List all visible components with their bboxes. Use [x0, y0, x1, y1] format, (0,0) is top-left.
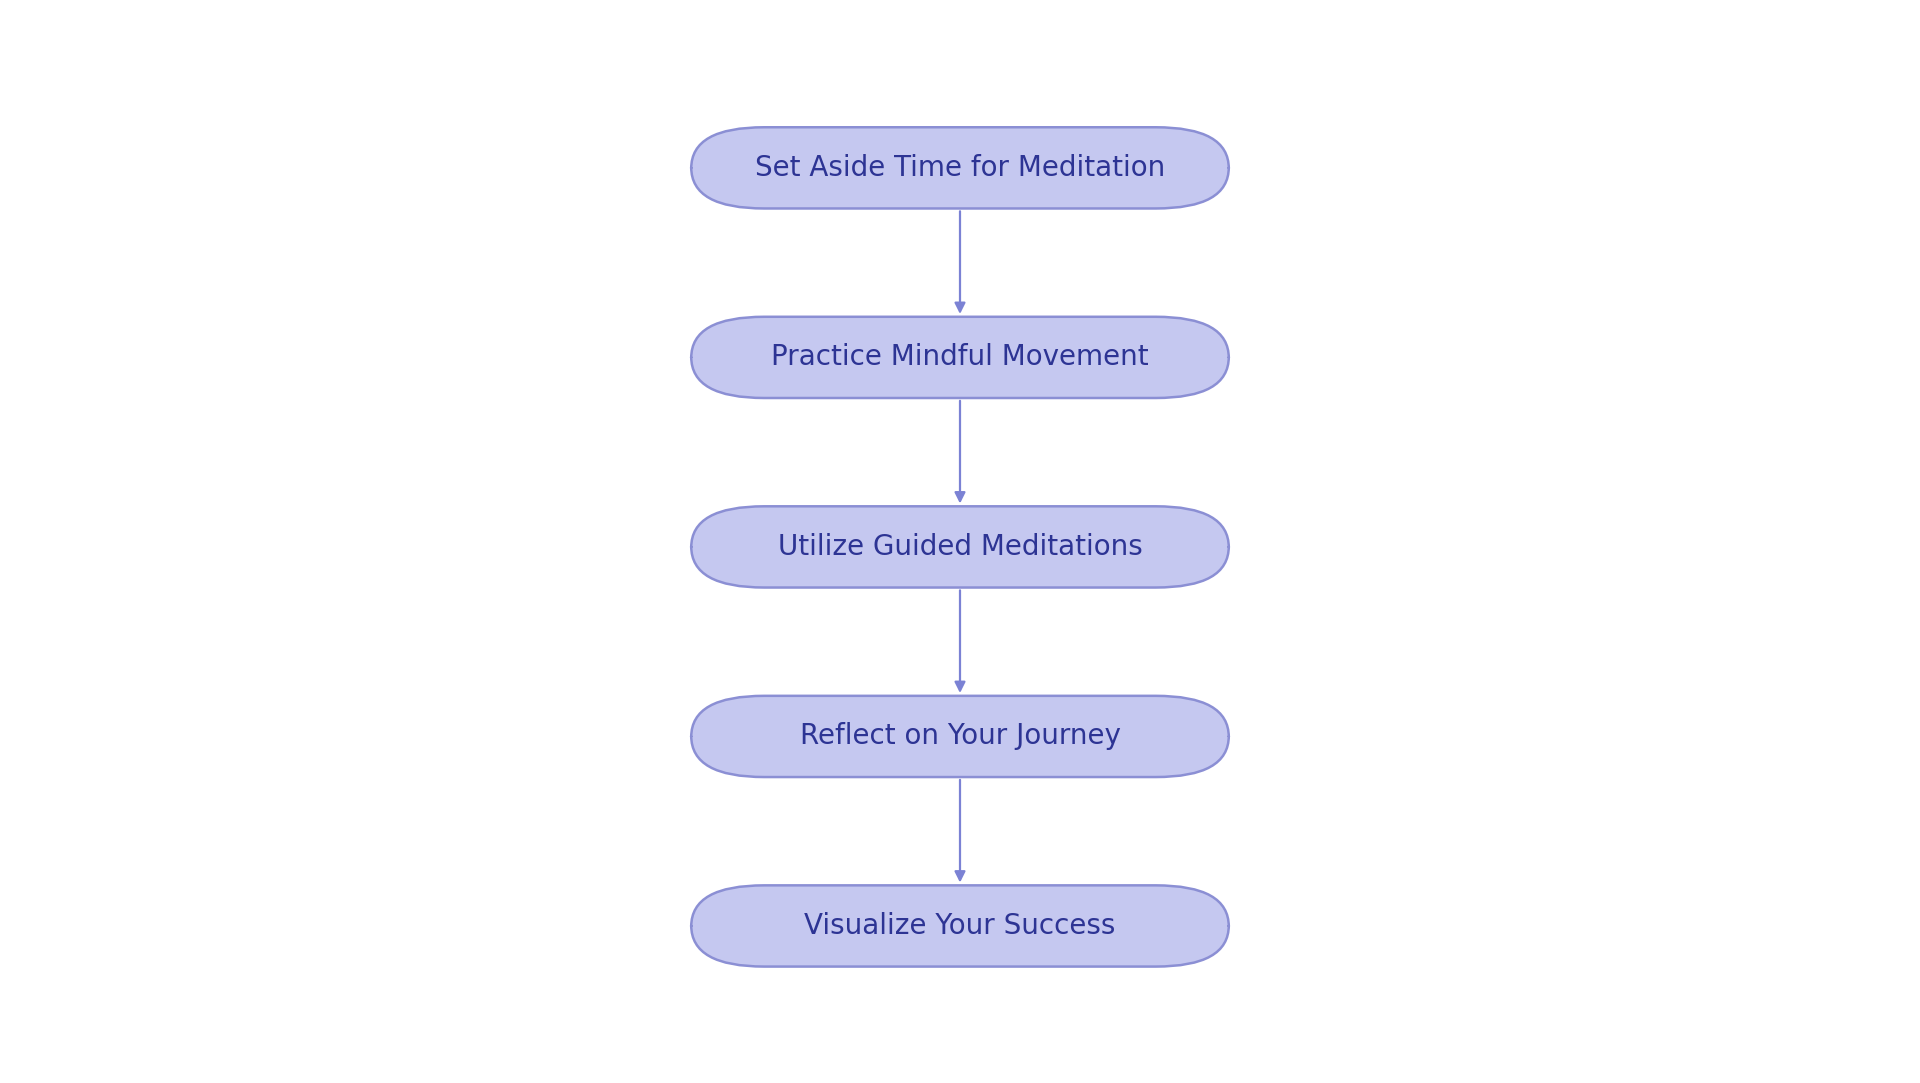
FancyBboxPatch shape: [691, 886, 1229, 966]
Text: Set Aside Time for Meditation: Set Aside Time for Meditation: [755, 154, 1165, 182]
FancyBboxPatch shape: [691, 128, 1229, 208]
Text: Visualize Your Success: Visualize Your Success: [804, 912, 1116, 940]
FancyBboxPatch shape: [691, 695, 1229, 777]
FancyBboxPatch shape: [691, 317, 1229, 399]
Text: Utilize Guided Meditations: Utilize Guided Meditations: [778, 533, 1142, 561]
Text: Reflect on Your Journey: Reflect on Your Journey: [799, 722, 1121, 751]
Text: Practice Mindful Movement: Practice Mindful Movement: [772, 343, 1148, 371]
FancyBboxPatch shape: [691, 507, 1229, 587]
